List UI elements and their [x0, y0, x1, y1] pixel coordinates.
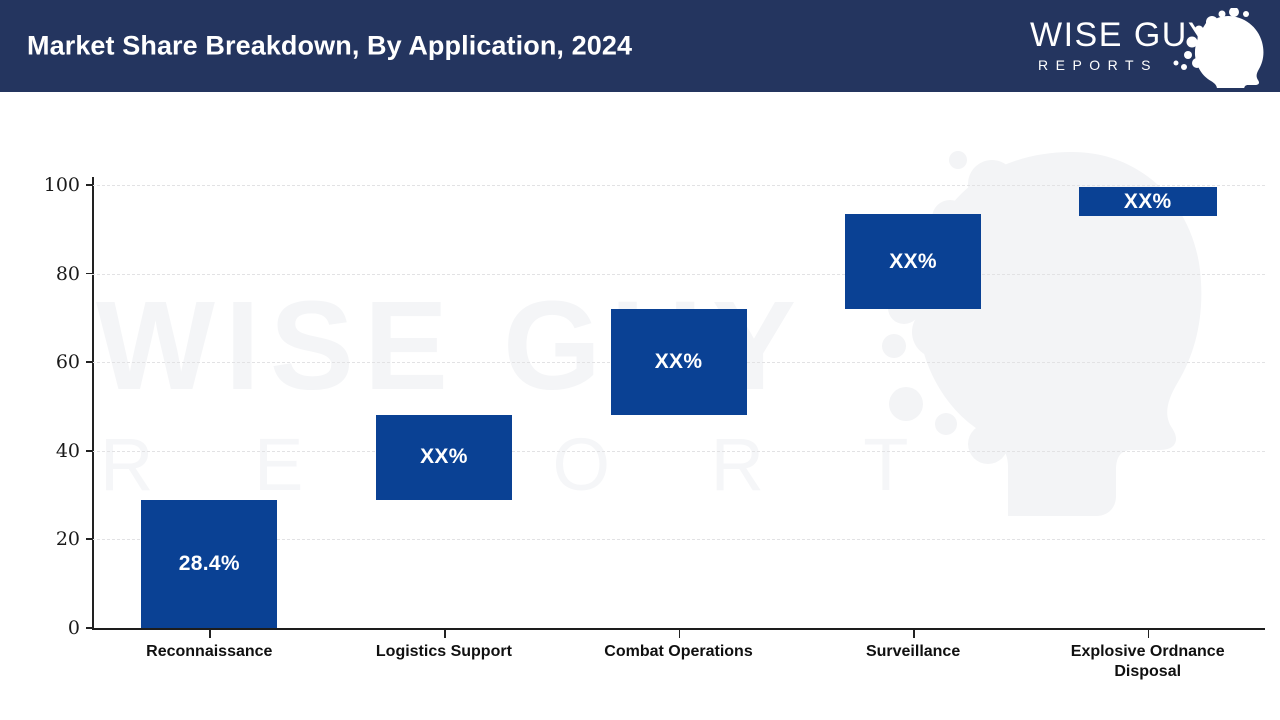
bar-value-label: XX%	[654, 349, 703, 373]
y-axis-tick-mark	[86, 627, 93, 629]
y-axis-tick-label: 100	[43, 174, 80, 196]
gridline	[92, 450, 1265, 452]
y-axis-tick-label: 80	[55, 262, 80, 285]
y-axis-tick-label: 20	[55, 528, 80, 551]
y-axis-tick-mark	[86, 184, 93, 186]
x-axis-category-label: Reconnaissance	[146, 643, 273, 660]
x-axis-tick-mark	[913, 630, 915, 638]
gridline	[92, 273, 1265, 275]
bar-4[interactable]: XX%	[845, 214, 982, 310]
x-axis-tick-mark	[678, 630, 681, 638]
y-axis-tick-label: 0	[67, 617, 80, 639]
chart-header: Market Share Breakdown, By Application, …	[0, 0, 1280, 92]
x-axis-tick-mark	[209, 630, 212, 638]
svg-text:WISE GUY: WISE GUY	[1030, 16, 1212, 54]
bar-value-label: XX%	[420, 445, 468, 469]
bar-1[interactable]: 28.4%	[141, 499, 278, 628]
x-axis-line	[92, 628, 1265, 631]
wise-guy-reports-logo: WISE GUY REPORTS	[1016, 8, 1274, 88]
x-axis-tick-mark	[1147, 630, 1150, 638]
x-axis-category-label: Combat Operations	[604, 643, 753, 660]
gridline	[92, 185, 1265, 186]
y-axis-tick-mark	[86, 538, 93, 541]
bar-5[interactable]: XX%	[1078, 187, 1217, 216]
y-axis-tick-label: 60	[55, 351, 80, 374]
x-axis-tick-mark	[443, 630, 446, 638]
y-axis-tick-label: 40	[55, 439, 80, 462]
y-axis-tick-mark	[86, 272, 93, 275]
plot-area: 28.4% XX% XX% XX% XX%	[92, 185, 1265, 628]
bar-3[interactable]: XX%	[610, 309, 747, 415]
y-axis-tick-mark	[86, 361, 93, 363]
bar-value-label: 28.4%	[178, 551, 240, 575]
bar-value-label: XX%	[1123, 189, 1172, 213]
page-title: Market Share Breakdown, By Application, …	[27, 30, 633, 61]
y-axis-line	[92, 177, 94, 628]
svg-text:REPORTS: REPORTS	[1038, 57, 1158, 73]
y-axis-tick-mark	[86, 449, 93, 452]
gridline	[92, 539, 1265, 541]
chart-canvas: WISE GUY R E P O R T S	[0, 92, 1280, 720]
x-axis-category-label: Explosive Ordnance Disposal	[1070, 643, 1225, 681]
bar-value-label: XX%	[889, 249, 937, 273]
y-axis-tick-labels: 0 20 40 60 80 100	[0, 174, 80, 639]
x-axis-category-label: Logistics Support	[375, 643, 512, 660]
y-axis-tick-marks	[0, 184, 100, 629]
bar-2[interactable]: XX%	[375, 414, 512, 500]
x-axis-category-label: Surveillance	[865, 643, 961, 660]
